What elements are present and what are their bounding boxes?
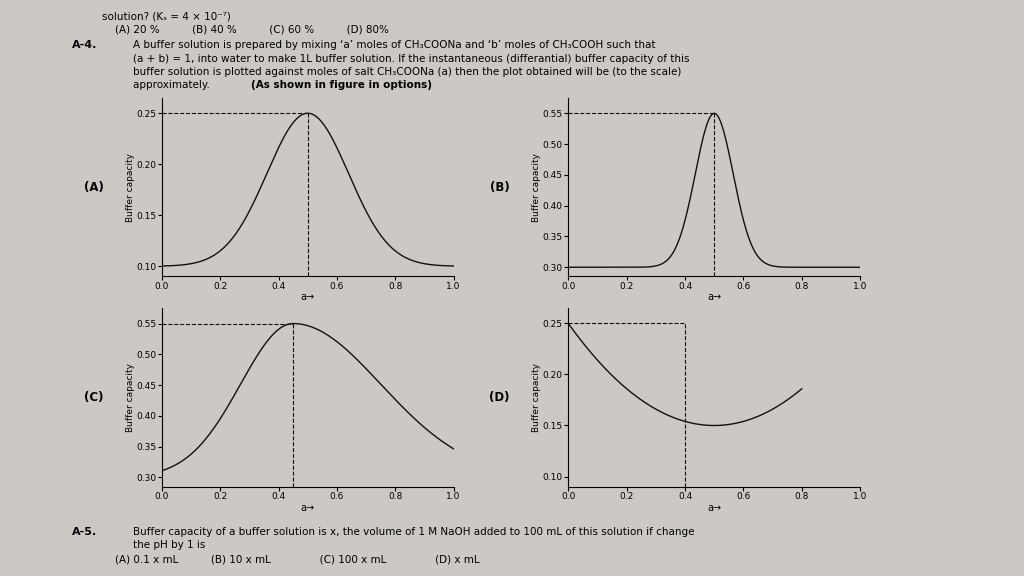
Text: solution? (Kₛ = 4 × 10⁻⁷): solution? (Kₛ = 4 × 10⁻⁷)	[102, 12, 231, 21]
Y-axis label: Buffer capacity: Buffer capacity	[126, 363, 135, 432]
X-axis label: a→: a→	[301, 293, 314, 302]
X-axis label: a→: a→	[708, 503, 721, 513]
Text: A buffer solution is prepared by mixing ‘a’ moles of CH₃COONa and ‘b’ moles of C: A buffer solution is prepared by mixing …	[133, 40, 655, 50]
Text: (As shown in figure in options): (As shown in figure in options)	[251, 80, 432, 90]
Text: Buffer capacity of a buffer solution is x, the volume of 1 M NaOH added to 100 m: Buffer capacity of a buffer solution is …	[133, 527, 694, 537]
Text: (D): (D)	[489, 391, 510, 404]
Y-axis label: Buffer capacity: Buffer capacity	[126, 153, 135, 222]
Text: A-4.: A-4.	[72, 40, 97, 50]
Text: (A) 20 %          (B) 40 %          (C) 60 %          (D) 80%: (A) 20 % (B) 40 % (C) 60 % (D) 80%	[102, 24, 389, 34]
Text: (B): (B)	[490, 181, 510, 194]
Y-axis label: Buffer capacity: Buffer capacity	[532, 153, 542, 222]
Text: A-5.: A-5.	[72, 527, 97, 537]
Text: (A) 0.1 x mL          (B) 10 x mL               (C) 100 x mL               (D) x: (A) 0.1 x mL (B) 10 x mL (C) 100 x mL (D…	[102, 554, 480, 564]
Text: (a + b) = 1, into water to make 1L buffer solution. If the instantaneous (differ: (a + b) = 1, into water to make 1L buffe…	[133, 54, 689, 63]
Text: buffer solution is plotted against moles of salt CH₃COONa (a) then the plot obta: buffer solution is plotted against moles…	[133, 67, 682, 77]
Text: (C): (C)	[84, 391, 103, 404]
Text: approximately.: approximately.	[133, 80, 213, 90]
Text: the pH by 1 is: the pH by 1 is	[133, 540, 206, 550]
Text: (A): (A)	[84, 181, 103, 194]
X-axis label: a→: a→	[708, 293, 721, 302]
Y-axis label: Buffer capacity: Buffer capacity	[532, 363, 542, 432]
X-axis label: a→: a→	[301, 503, 314, 513]
